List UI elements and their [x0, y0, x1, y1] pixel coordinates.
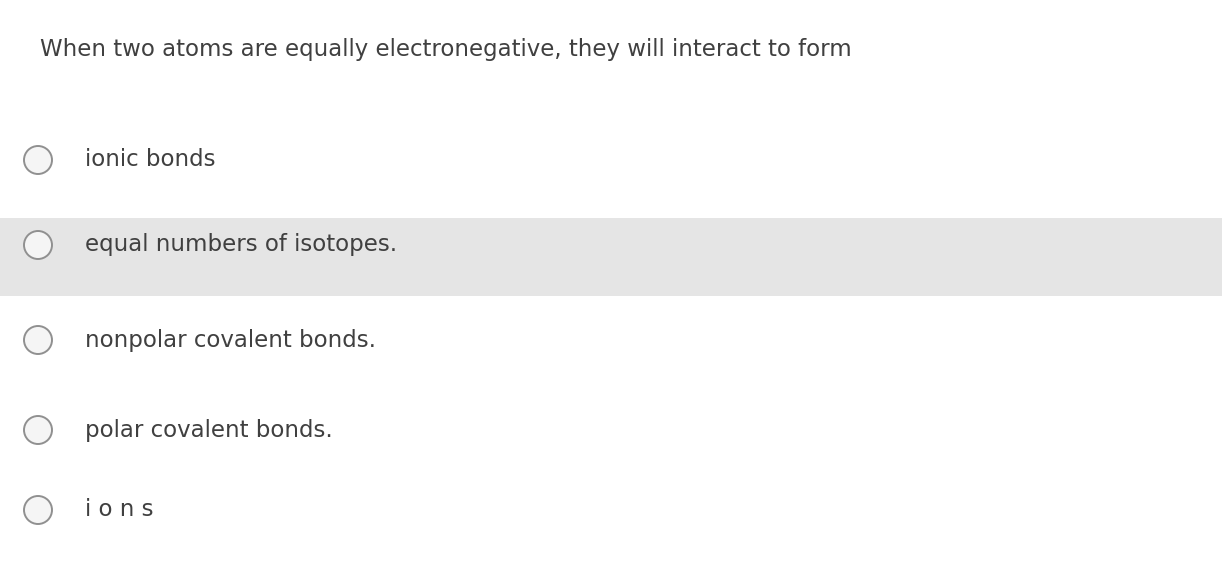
Bar [0, 218, 1222, 296]
Text: ionic bonds: ionic bonds [86, 149, 215, 172]
Ellipse shape [24, 496, 53, 524]
Text: i o n s: i o n s [86, 499, 154, 522]
Text: polar covalent bonds.: polar covalent bonds. [86, 418, 332, 442]
Ellipse shape [24, 326, 53, 354]
Text: When two atoms are equally electronegative, they will interact to form: When two atoms are equally electronegati… [40, 38, 852, 61]
Ellipse shape [24, 146, 53, 174]
Ellipse shape [24, 231, 53, 259]
Ellipse shape [24, 416, 53, 444]
Text: nonpolar covalent bonds.: nonpolar covalent bonds. [86, 328, 376, 352]
Text: equal numbers of isotopes.: equal numbers of isotopes. [86, 234, 397, 256]
